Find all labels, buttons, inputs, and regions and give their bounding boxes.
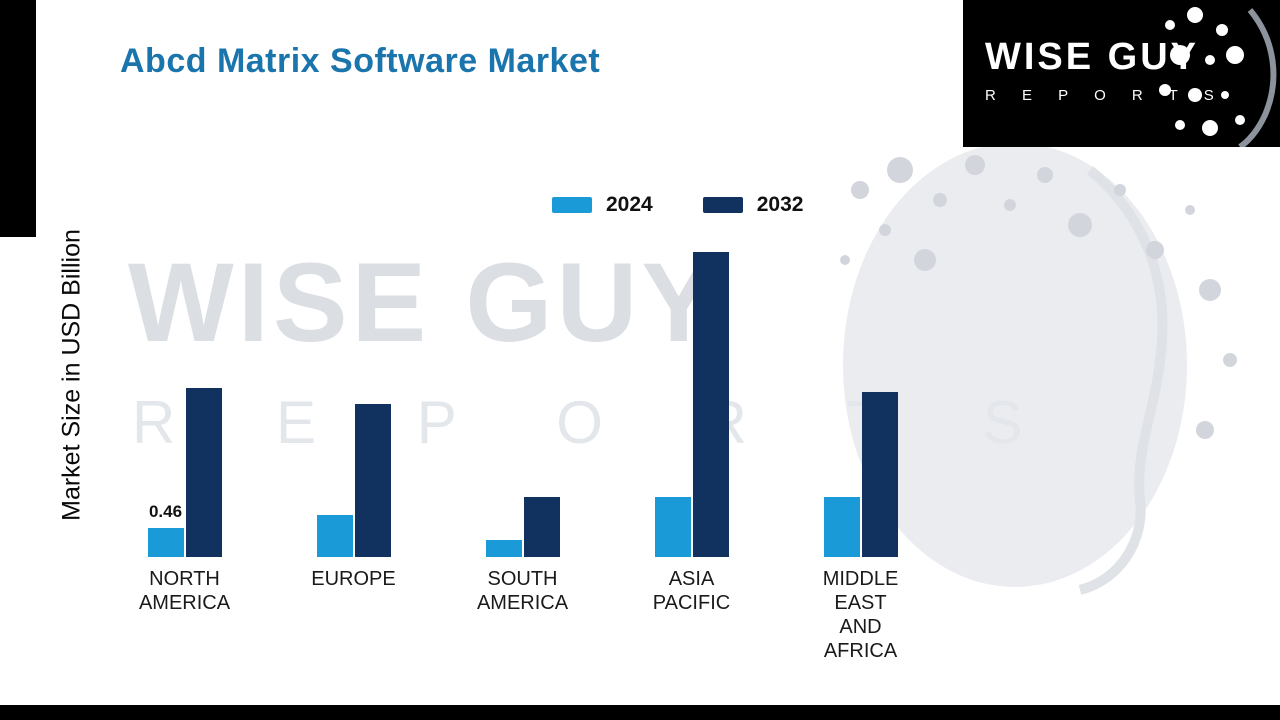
bar-2024-north-america: 0.46 bbox=[147, 502, 184, 557]
bar-group-0: 0.46 NORTH AMERICA bbox=[100, 242, 269, 614]
value-label: 0.46 bbox=[148, 502, 183, 521]
x-axis-label-4: MIDDLE EAST AND AFRICA bbox=[822, 568, 899, 662]
x-axis-label-2: SOUTH AMERICA bbox=[476, 568, 569, 614]
legend-swatch-2024 bbox=[552, 197, 592, 213]
logo-reports-text: R E P O R T S bbox=[985, 87, 1225, 104]
bar-2024-middle-east-and-africa bbox=[823, 497, 860, 557]
bar-group-3: ASIA PACIFIC bbox=[607, 242, 776, 614]
bar-group-4: MIDDLE EAST AND AFRICA bbox=[776, 242, 945, 662]
bar-2024-south-america bbox=[485, 540, 522, 557]
bar-2032-asia-pacific bbox=[692, 252, 729, 557]
chart-legend: 2024 2032 bbox=[552, 193, 803, 217]
logo-dotted-head-icon bbox=[1159, 7, 1277, 147]
logo-wiseguy-text: WISE GUY bbox=[985, 36, 1200, 78]
watermark-wiseguy-text: WISE GUY bbox=[128, 240, 721, 365]
bar-group-1: EUROPE bbox=[269, 242, 438, 590]
legend-swatch-2032 bbox=[702, 197, 743, 213]
legend-item-2032: 2032 bbox=[702, 193, 804, 217]
bar-2024-europe bbox=[316, 515, 353, 557]
bar-2032-europe bbox=[354, 404, 391, 557]
x-axis-label-0: NORTH AMERICA bbox=[138, 568, 231, 614]
bar-group-2: SOUTH AMERICA bbox=[438, 242, 607, 614]
legend-label-2032: 2032 bbox=[756, 193, 804, 216]
x-axis-label-1: EUROPE bbox=[311, 568, 396, 590]
legend-label-2024: 2024 bbox=[606, 193, 653, 216]
face-watermark-graphic bbox=[840, 143, 1237, 595]
bar-2032-north-america bbox=[185, 388, 222, 557]
bar-2024-asia-pacific bbox=[654, 497, 691, 557]
bar-2032-middle-east-and-africa bbox=[861, 392, 898, 557]
bottom-black-strip bbox=[0, 705, 1280, 720]
wise-guy-reports-logo: WISE GUY R E P O R T S bbox=[963, 0, 1280, 147]
y-axis-label: Market Size in USD Billion bbox=[57, 229, 86, 521]
bar-2032-south-america bbox=[523, 497, 560, 557]
page-title: Abcd Matrix Software Market bbox=[120, 42, 601, 80]
logo-text: WISE GUY R E P O R T S bbox=[985, 36, 1225, 104]
x-axis-label-3: ASIA PACIFIC bbox=[652, 568, 731, 614]
left-black-strip bbox=[0, 0, 36, 237]
bar-chart-plot-area: 0.46 NORTH AMERICA EUROPE SOUTH AMERICA ASIA… bbox=[100, 242, 945, 662]
legend-item-2024: 2024 bbox=[552, 193, 653, 217]
